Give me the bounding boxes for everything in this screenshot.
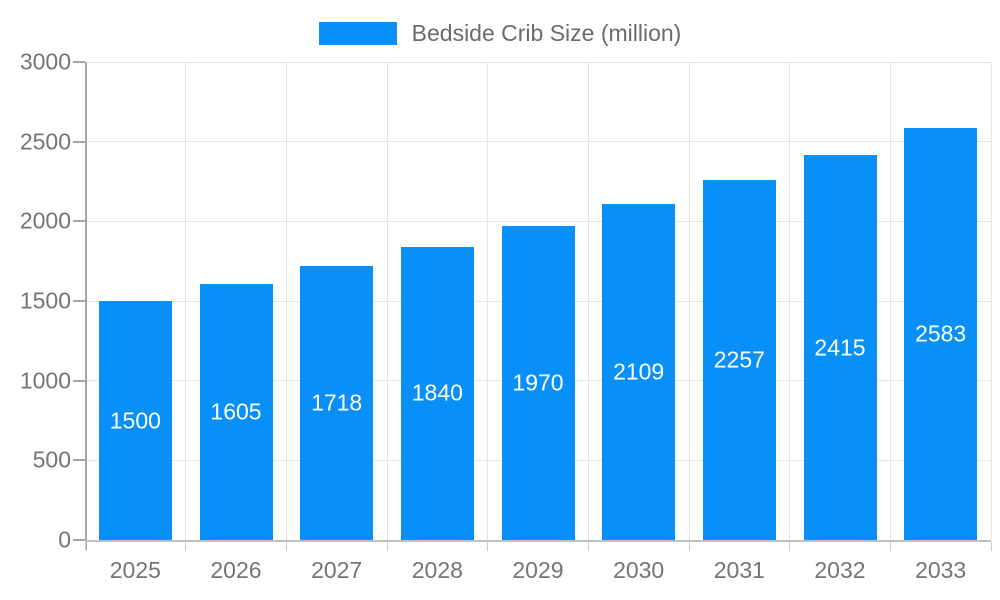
legend-item[interactable]: Bedside Crib Size (million)	[0, 20, 1000, 47]
x-axis-label: 2029	[512, 557, 564, 583]
x-axis-label: 2030	[613, 557, 665, 583]
gridline-horizontal	[85, 141, 991, 143]
y-axis-line	[85, 62, 87, 550]
y-axis-tick	[73, 140, 85, 143]
y-axis-label: 3000	[19, 48, 71, 75]
bar[interactable]: 2415	[803, 155, 877, 540]
x-axis-label: 2028	[411, 557, 463, 583]
gridline-vertical	[990, 62, 992, 540]
x-axis-tick	[487, 542, 489, 551]
y-axis-tick	[73, 539, 85, 541]
bar-value-label: 2583	[915, 320, 967, 347]
y-axis-tick	[73, 459, 85, 462]
x-axis-tick	[185, 542, 187, 551]
x-axis-label: 2031	[713, 557, 765, 583]
plot-area: 1500 1605 1718 1840 1970 2109 2257 2415 2583	[85, 61, 992, 540]
x-axis-tick	[84, 542, 86, 551]
bar-value-label: 1718	[311, 389, 363, 416]
x-axis-label: 2025	[109, 557, 161, 583]
bar-value-label: 2415	[814, 334, 866, 361]
y-axis-label: 2000	[19, 207, 71, 234]
bar-value-label: 2257	[713, 346, 765, 373]
gridline-vertical	[889, 62, 891, 540]
y-axis-tick	[73, 61, 85, 63]
bar-value-label: 1500	[109, 407, 161, 433]
gridline-horizontal	[85, 220, 991, 222]
x-axis-label: 2026	[210, 557, 262, 583]
x-axis-tick	[285, 542, 287, 551]
bar[interactable]: 1500	[98, 301, 172, 540]
x-axis-label: 2027	[311, 557, 363, 583]
gridline-vertical	[185, 62, 187, 540]
legend-swatch-icon	[318, 22, 397, 45]
x-axis-tick	[386, 542, 388, 551]
y-axis-labels: 0 500 1000 1500 2000 2500 3000	[0, 49, 71, 553]
bar[interactable]: 2583	[904, 128, 978, 540]
bar-value-label: 1970	[512, 369, 564, 396]
y-axis-label: 2500	[19, 128, 71, 155]
x-axis-tick	[587, 542, 589, 551]
x-axis-tick	[889, 542, 891, 551]
gridline-vertical	[386, 62, 388, 540]
x-axis-line	[85, 540, 991, 542]
bar-value-label: 1605	[210, 398, 262, 425]
x-axis-tick	[688, 542, 690, 551]
bar-value-label: 2109	[613, 358, 665, 385]
gridline-vertical	[285, 62, 287, 540]
bar[interactable]: 2257	[702, 180, 776, 540]
y-axis-tick	[73, 300, 85, 302]
gridline-vertical	[487, 62, 489, 540]
bar-value-label: 1840	[411, 379, 463, 406]
y-axis-label: 500	[32, 446, 71, 473]
y-axis-label: 1500	[19, 287, 71, 314]
bar[interactable]: 1605	[199, 284, 273, 540]
gridline-vertical	[789, 62, 791, 540]
x-axis-tick	[990, 542, 992, 551]
y-axis-label: 0	[58, 526, 71, 553]
bar[interactable]: 1970	[501, 226, 575, 540]
x-axis-label: 2032	[814, 557, 866, 583]
gridline-horizontal	[85, 61, 991, 63]
legend-label: Bedside Crib Size (million)	[411, 20, 682, 46]
y-axis-tick	[73, 220, 85, 223]
gridline-vertical	[587, 62, 589, 540]
gridline-vertical	[688, 62, 690, 540]
bar[interactable]: 1840	[400, 246, 474, 540]
bar[interactable]: 1718	[300, 266, 374, 540]
x-axis-tick	[789, 542, 791, 551]
bar[interactable]: 2109	[602, 203, 676, 540]
x-axis-label: 2033	[915, 557, 967, 583]
y-axis-label: 1000	[19, 367, 71, 394]
x-axis-labels: 2025 2026 2027 2028 2029 2030 2031 2032 2033	[85, 557, 991, 587]
y-axis-tick	[73, 379, 85, 382]
